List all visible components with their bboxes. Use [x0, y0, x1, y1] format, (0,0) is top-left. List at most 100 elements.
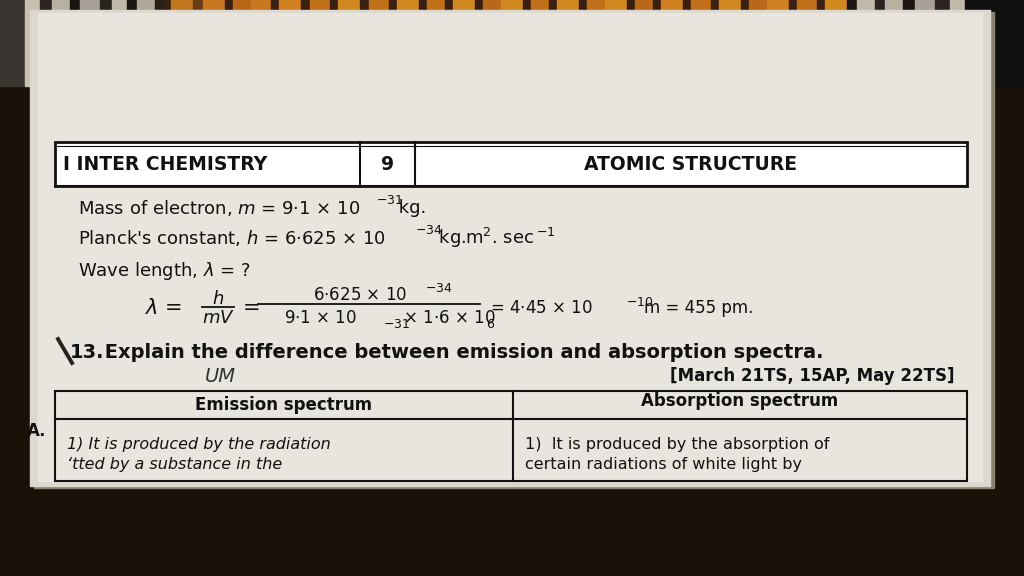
Bar — [25, 0, 40, 86]
Bar — [0, 0, 25, 86]
Text: $-34$: $-34$ — [425, 282, 453, 295]
Text: UM: UM — [205, 366, 237, 385]
Text: 1) It is produced by the radiation: 1) It is produced by the radiation — [67, 437, 331, 452]
Bar — [885, 0, 903, 86]
Text: $-31$: $-31$ — [376, 195, 403, 207]
Bar — [605, 0, 627, 86]
Bar — [251, 0, 271, 86]
Text: 9$\cdot$1 × 10: 9$\cdot$1 × 10 — [284, 309, 356, 327]
Bar — [691, 0, 711, 86]
Bar — [369, 0, 389, 86]
Text: ‘tted by a substance in the: ‘tted by a substance in the — [67, 457, 283, 472]
Bar — [719, 0, 741, 86]
Bar — [683, 0, 691, 86]
Bar — [950, 0, 965, 86]
Bar — [55, 142, 967, 186]
Bar — [579, 0, 587, 86]
Bar — [80, 0, 100, 86]
Bar — [662, 0, 683, 86]
Bar — [225, 0, 233, 86]
Bar — [30, 10, 990, 486]
Bar — [52, 0, 70, 86]
Bar — [40, 0, 52, 86]
Text: I INTER CHEMISTRY: I INTER CHEMISTRY — [63, 154, 267, 173]
Bar — [874, 0, 885, 86]
Bar — [360, 0, 369, 86]
Bar — [137, 0, 155, 86]
Text: $-34$: $-34$ — [415, 225, 442, 237]
Text: certain radiations of white light by: certain radiations of white light by — [525, 457, 802, 472]
Text: Planck's constant, $h$ = 6$\cdot$625 × 10: Planck's constant, $h$ = 6$\cdot$625 × 1… — [78, 228, 386, 248]
Bar — [155, 0, 163, 86]
Bar — [790, 0, 797, 86]
Bar — [70, 0, 80, 86]
Bar — [279, 0, 301, 86]
Bar — [445, 0, 453, 86]
Bar — [557, 0, 579, 86]
Bar — [587, 0, 605, 86]
Text: Emission spectrum: Emission spectrum — [196, 396, 373, 414]
Bar — [711, 0, 719, 86]
Bar — [419, 0, 427, 86]
Text: 6$\cdot$625 × 10: 6$\cdot$625 × 10 — [313, 286, 408, 304]
Bar — [523, 0, 531, 86]
Bar — [127, 0, 137, 86]
Bar — [112, 0, 127, 86]
Bar — [301, 0, 310, 86]
Bar — [163, 0, 171, 86]
Text: =: = — [243, 298, 261, 318]
Bar — [453, 0, 475, 86]
Bar — [203, 0, 225, 86]
Bar — [903, 0, 915, 86]
Bar — [635, 0, 653, 86]
Bar — [233, 0, 251, 86]
Bar — [653, 0, 662, 86]
Bar — [310, 0, 330, 86]
Text: A.: A. — [27, 422, 46, 440]
Text: $\lambda$ =: $\lambda$ = — [145, 298, 182, 318]
Bar — [330, 0, 338, 86]
Text: kg.: kg. — [393, 199, 426, 217]
Bar — [915, 0, 935, 86]
Bar — [857, 0, 874, 86]
Bar — [397, 0, 419, 86]
Bar — [797, 0, 817, 86]
Text: = 4$\cdot$45 × 10: = 4$\cdot$45 × 10 — [490, 299, 593, 317]
Bar — [171, 0, 193, 86]
Bar — [271, 0, 279, 86]
Bar — [627, 0, 635, 86]
Text: [March 21TS, 15AP, May 22TS]: [March 21TS, 15AP, May 22TS] — [671, 367, 955, 385]
Text: $mV$: $mV$ — [202, 309, 234, 327]
Text: Explain the difference between emission and absorption spectra.: Explain the difference between emission … — [98, 343, 823, 362]
Text: $6$: $6$ — [486, 319, 496, 332]
Text: $-31$: $-31$ — [383, 319, 411, 332]
Bar — [749, 0, 767, 86]
Text: $-10$: $-10$ — [626, 295, 653, 309]
Bar — [501, 0, 523, 86]
Bar — [483, 0, 501, 86]
Bar — [34, 12, 994, 488]
Text: $h$: $h$ — [212, 290, 224, 308]
Text: × 1$\cdot$6 × 10: × 1$\cdot$6 × 10 — [398, 309, 496, 327]
Text: Absorption spectrum: Absorption spectrum — [641, 392, 839, 410]
Text: 1)  It is produced by the absorption of: 1) It is produced by the absorption of — [525, 437, 829, 452]
Bar — [38, 13, 982, 481]
Bar — [847, 0, 857, 86]
Bar — [825, 0, 847, 86]
Bar — [741, 0, 749, 86]
Text: kg.m$^2$. sec$\,^{-1}$: kg.m$^2$. sec$\,^{-1}$ — [433, 226, 556, 250]
Text: ATOMIC STRUCTURE: ATOMIC STRUCTURE — [585, 154, 798, 173]
Bar — [193, 0, 203, 86]
Text: m = 455 pm.: m = 455 pm. — [644, 299, 754, 317]
Bar — [935, 0, 950, 86]
Bar — [531, 0, 549, 86]
Text: Wave length, $\lambda$ = ?: Wave length, $\lambda$ = ? — [78, 260, 251, 282]
Bar — [965, 0, 1024, 86]
Text: 9: 9 — [381, 154, 394, 173]
Bar — [389, 0, 397, 86]
Bar — [767, 0, 790, 86]
Bar — [55, 391, 967, 481]
Bar — [817, 0, 825, 86]
Bar — [549, 0, 557, 86]
Bar — [100, 0, 112, 86]
